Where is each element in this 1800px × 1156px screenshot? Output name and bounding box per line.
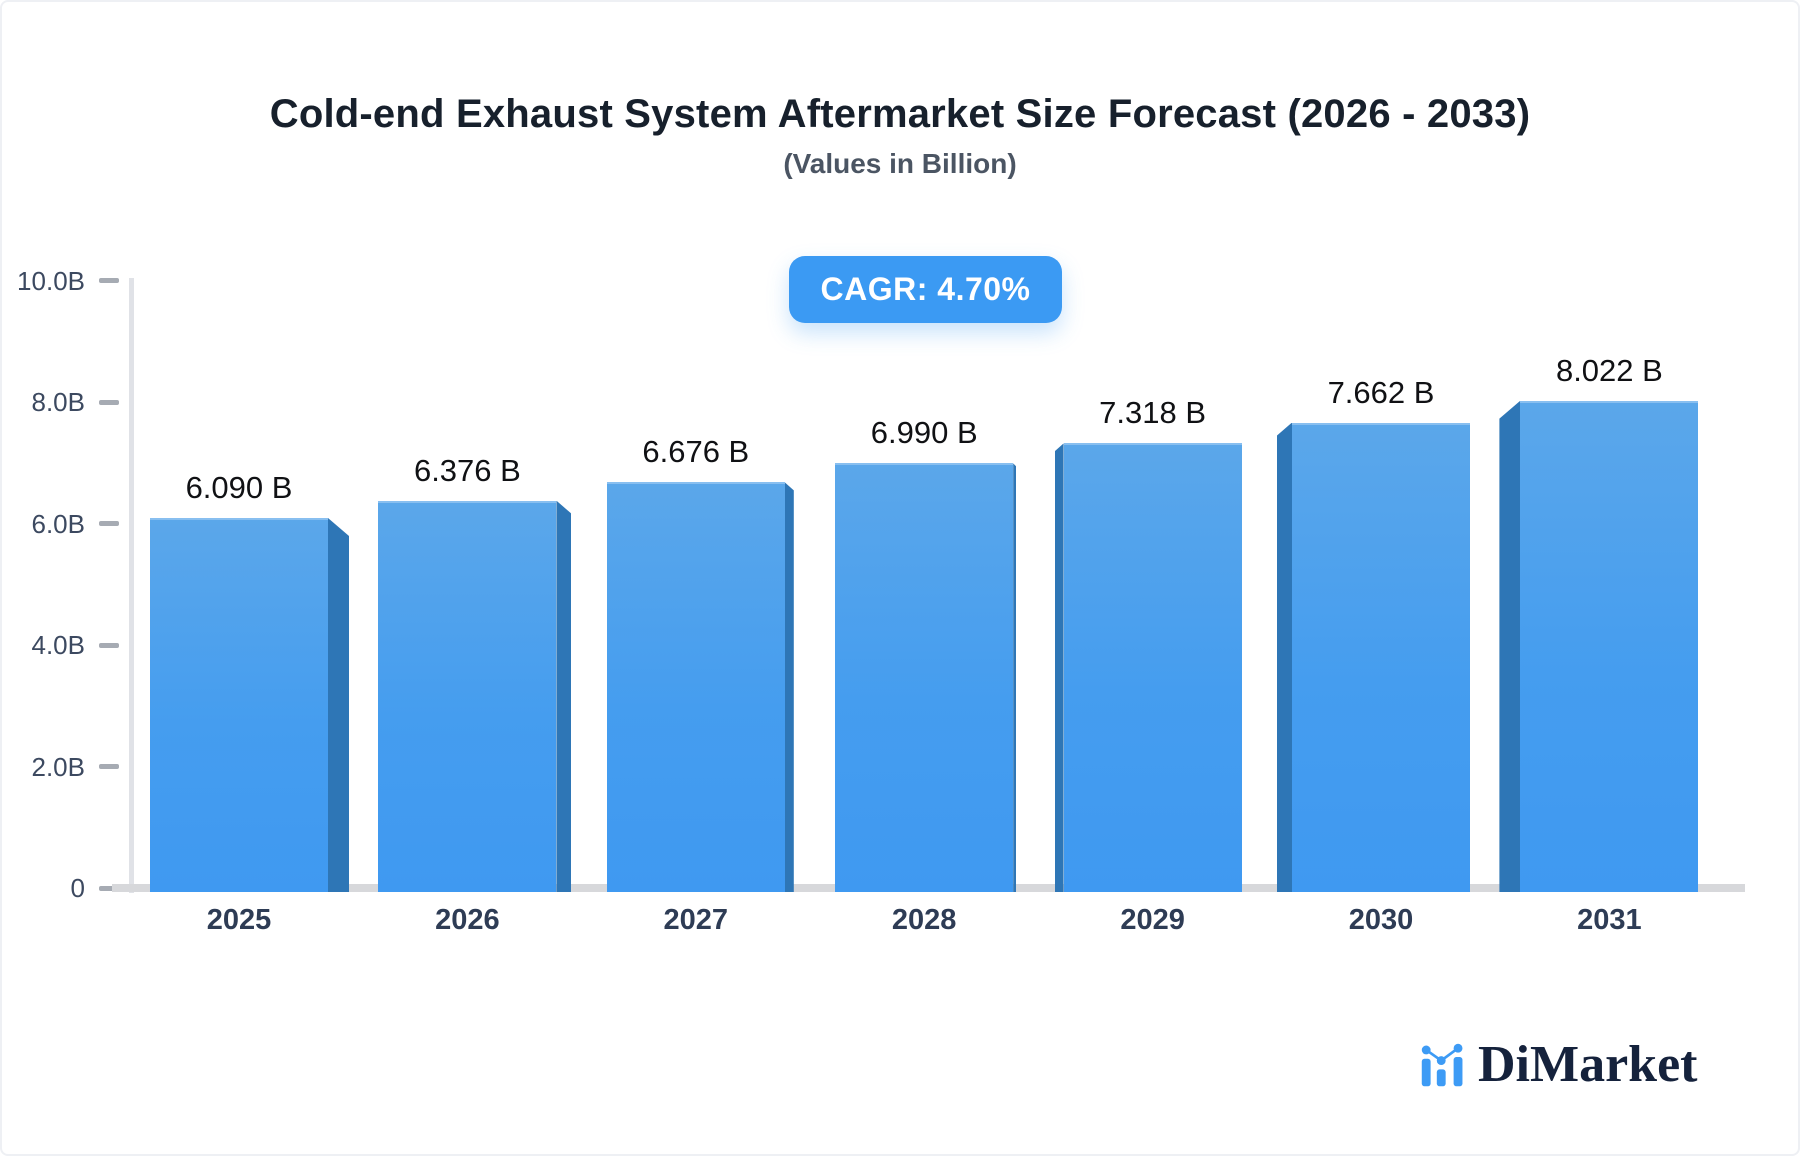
y-tick-mark [99,521,119,526]
bar-face [1292,422,1470,892]
bar-face [378,500,557,892]
bar [1054,443,1242,892]
bar-side [328,518,349,892]
y-tick-label: 4.0B [31,630,86,660]
x-tick-label: 2025 [206,904,272,936]
bar-face [835,463,1014,892]
bar [1277,422,1470,892]
bar-side [1013,463,1017,892]
brand-logo-text: DiMarket [1478,1036,1698,1094]
y-tick-label: 10.0B [17,265,85,296]
bar-face [606,482,785,892]
x-tick-label: 2029 [1120,904,1185,936]
bar-value-label: 7.318 B [1099,395,1207,431]
x-tick-label: 2028 [891,904,957,936]
bar-value-label: 6.676 B [642,434,750,470]
y-tick-mark [99,399,119,405]
x-tick-label: 2030 [1348,904,1414,936]
y-tick-mark [99,642,119,648]
x-tick-label: 2027 [663,904,729,936]
x-tick-label: 2031 [1577,904,1642,936]
bar-value-label: 6.090 B [185,470,293,506]
y-axis-line [129,278,134,893]
bar-side [1499,400,1521,892]
y-tick-label: 0 [70,873,85,903]
cagr-badge-label: CAGR: 4.70% [820,271,1031,307]
bar-value-label: 7.662 B [1327,374,1435,410]
bar-value-label: 6.990 B [870,415,978,451]
bar-side [1277,422,1292,892]
bar [1499,400,1699,892]
bar-side [784,482,794,892]
brand-logo: DiMarket [1420,1036,1698,1094]
x-tick-label: 2026 [435,904,500,936]
mini-bar-chart-icon [1421,1043,1463,1087]
y-tick-label: 6.0B [31,508,86,539]
y-tick-label: 2.0B [31,751,86,782]
bar-value-label: 6.376 B [413,452,521,488]
bar-side [1054,443,1064,892]
chart-title: Cold-end Exhaust System Aftermarket Size… [269,92,1531,136]
bar-face [1063,443,1242,892]
chart-subtitle: (Values in Billion) [783,148,1017,179]
y-tick-mark [99,278,119,283]
bar [835,463,1017,892]
bar [150,518,349,892]
y-tick-mark [99,885,119,891]
bar [378,500,572,892]
bar-value-label: 8.022 B [1555,352,1663,388]
y-tick-label: 8.0B [31,387,86,417]
bar-face [1520,400,1699,892]
bar-face [150,518,328,892]
y-tick-mark [99,764,119,769]
bar [606,482,794,892]
cagr-badge: CAGR: 4.70% [789,256,1062,323]
bar-side [556,500,572,892]
